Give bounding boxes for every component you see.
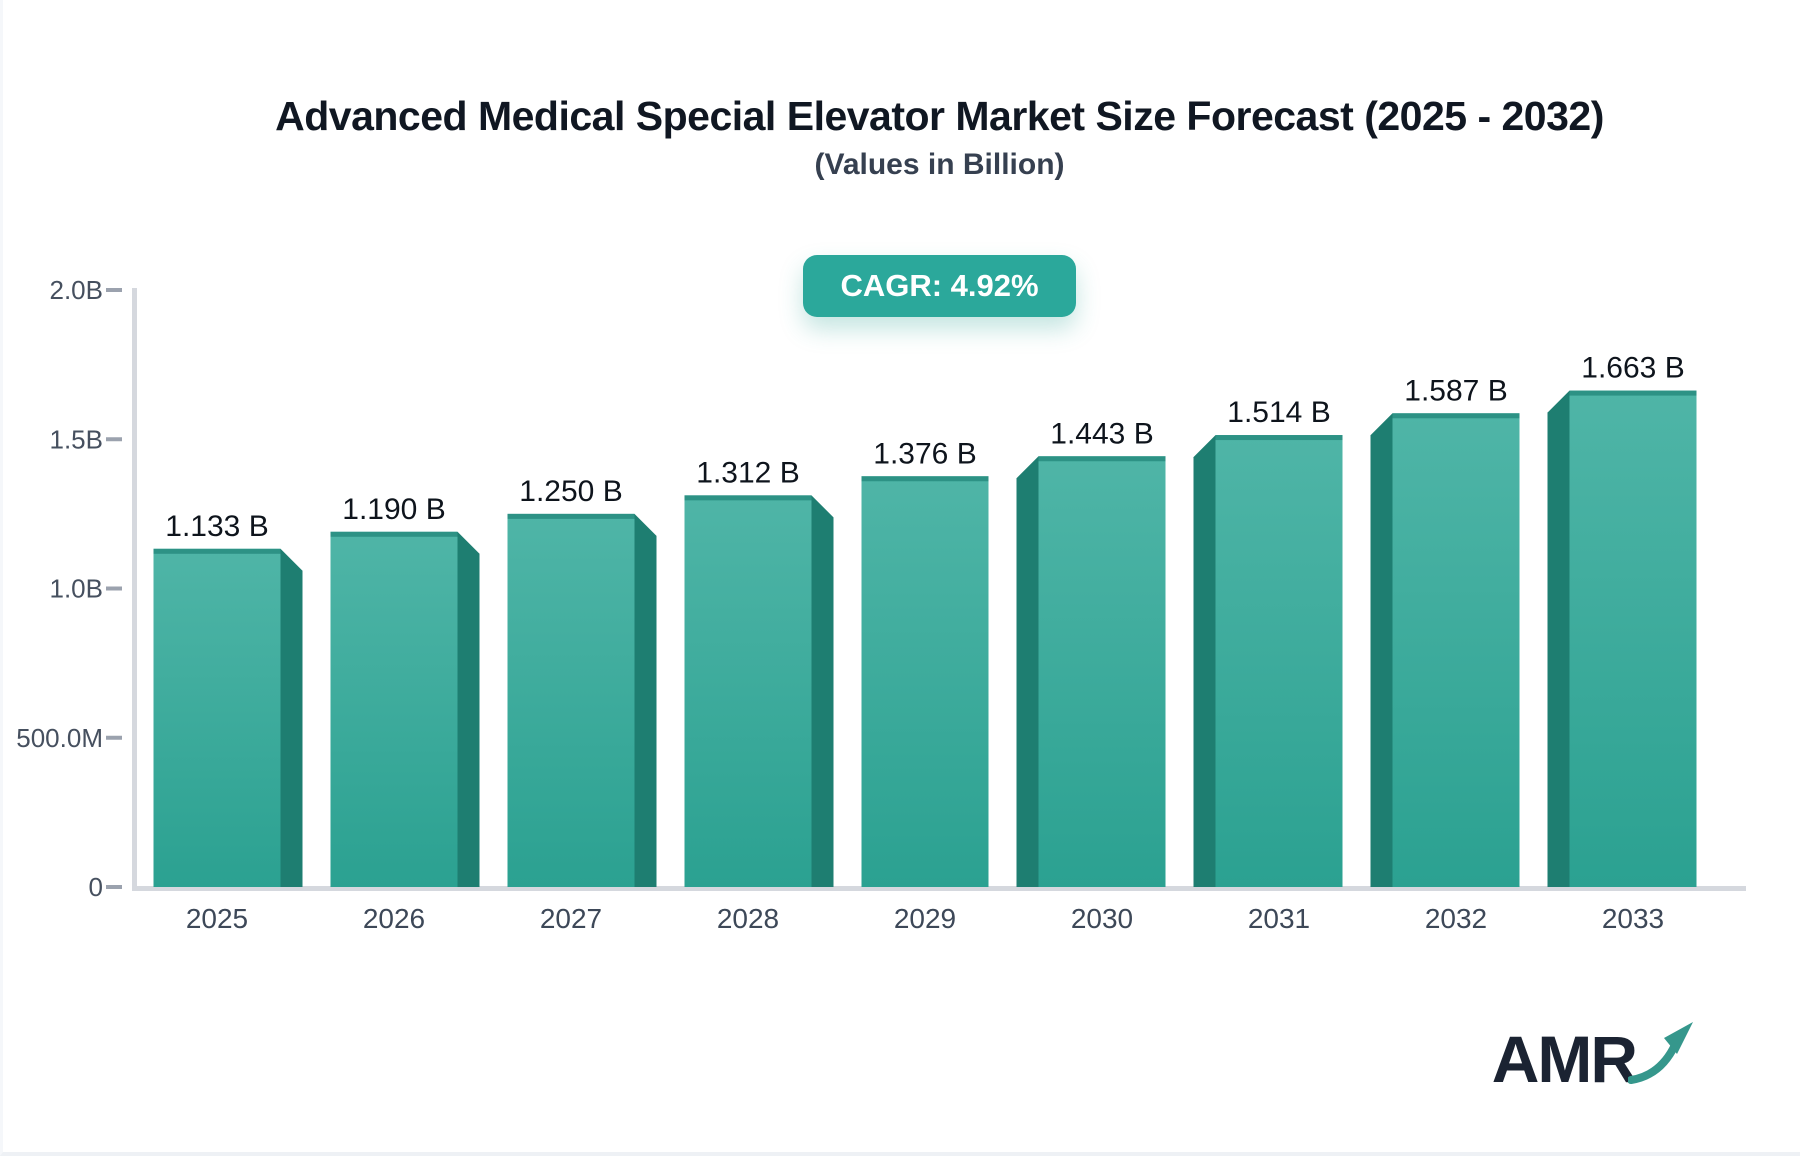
bar-front-face <box>330 531 458 887</box>
bar-top-edge <box>684 495 812 501</box>
bar-top-edge <box>861 476 989 482</box>
amr-logo-text: AMR <box>1491 1022 1638 1096</box>
y-tick-label: 0 <box>89 872 103 902</box>
y-tick-mark <box>106 586 122 591</box>
bar-2027: 1.250 B 2027 <box>507 475 657 934</box>
bar-side-face <box>457 531 480 887</box>
growth-arrow-icon <box>1628 1022 1693 1084</box>
cagr-badge: CAGR: 4.92% <box>803 255 1076 317</box>
bar-top-edge <box>507 513 635 519</box>
bar-2029: 1.376 B 2029 <box>861 437 989 934</box>
bar-2025: 1.133 B 2025 <box>153 510 303 934</box>
bar-2032: 1.587 B 2032 <box>1370 374 1520 934</box>
y-tick-label: 1.0B <box>50 574 104 604</box>
bar-front-face <box>861 476 989 887</box>
bar-side-face <box>1370 413 1393 887</box>
bar-front-face <box>1392 413 1520 887</box>
bar-value-label: 1.514 B <box>1227 396 1330 429</box>
amr-logo: AMR <box>1491 1022 1700 1096</box>
bar-top-edge <box>1215 435 1343 441</box>
x-tick-label: 2029 <box>894 903 956 934</box>
x-tick-label: 2033 <box>1602 903 1664 934</box>
chart-subtitle: (Values in Billion) <box>814 148 1065 181</box>
y-tick-mark <box>106 885 122 889</box>
bar-top-edge <box>1569 390 1697 396</box>
bar-top-edge <box>1392 413 1520 419</box>
bar-side-face <box>1193 435 1216 887</box>
bar-2026: 1.190 B 2026 <box>330 493 480 934</box>
bar-top-edge <box>330 531 458 537</box>
bar-2030: 1.443 B 2030 <box>1016 417 1166 934</box>
bar-side-face <box>280 548 303 887</box>
x-tick-label: 2026 <box>363 903 425 934</box>
bar-value-label: 1.312 B <box>696 456 799 489</box>
bar-value-label: 1.663 B <box>1581 352 1684 385</box>
x-tick-label: 2032 <box>1425 903 1487 934</box>
x-tick-label: 2030 <box>1071 903 1133 934</box>
bar-front-face <box>507 513 635 887</box>
bar-value-label: 1.376 B <box>873 437 976 470</box>
bar-front-face <box>1038 456 1166 887</box>
bar-value-label: 1.133 B <box>165 510 268 543</box>
x-tick-label: 2031 <box>1248 903 1310 934</box>
y-tick-label: 500.0M <box>16 723 103 753</box>
y-tick-mark <box>106 437 122 442</box>
bar-2031: 1.514 B 2031 <box>1193 396 1343 934</box>
bar-front-face <box>153 548 281 887</box>
bar-side-face <box>1547 390 1570 887</box>
x-tick-label: 2027 <box>540 903 602 934</box>
bar-side-face <box>1016 456 1039 887</box>
y-axis-line <box>132 288 137 891</box>
y-tick-mark <box>106 288 122 292</box>
bar-front-face <box>684 495 812 887</box>
bar-value-label: 1.250 B <box>519 475 622 508</box>
bar-side-face <box>811 495 834 887</box>
bar-chart-plot: 2.0B 1.5B 1.0B 500.0M 0 1.133 B 2025 1.190 B 202… <box>16 275 1746 934</box>
bar-value-label: 1.443 B <box>1050 417 1153 450</box>
chart-title: Advanced Medical Special Elevator Market… <box>275 93 1604 139</box>
cagr-badge-row: CAGR: 4.92% <box>134 255 1745 317</box>
bar-top-edge <box>1038 456 1166 462</box>
x-tick-label: 2025 <box>186 903 248 934</box>
bar-top-edge <box>153 548 281 554</box>
y-tick-label: 1.5B <box>50 424 104 454</box>
y-tick-label: 2.0B <box>50 275 104 305</box>
x-tick-label: 2028 <box>717 903 779 934</box>
bar-2028: 1.312 B 2028 <box>684 456 834 934</box>
bar-value-label: 1.190 B <box>342 493 445 526</box>
bar-2033: 1.663 B 2033 <box>1547 352 1697 934</box>
bar-front-face <box>1569 390 1697 887</box>
bar-front-face <box>1215 435 1343 887</box>
x-axis-line <box>132 886 1746 891</box>
bar-side-face <box>634 513 657 887</box>
y-tick-mark <box>106 735 122 740</box>
bar-value-label: 1.587 B <box>1404 374 1507 407</box>
chart-card: Advanced Medical Special Elevator Market… <box>3 0 1800 1152</box>
